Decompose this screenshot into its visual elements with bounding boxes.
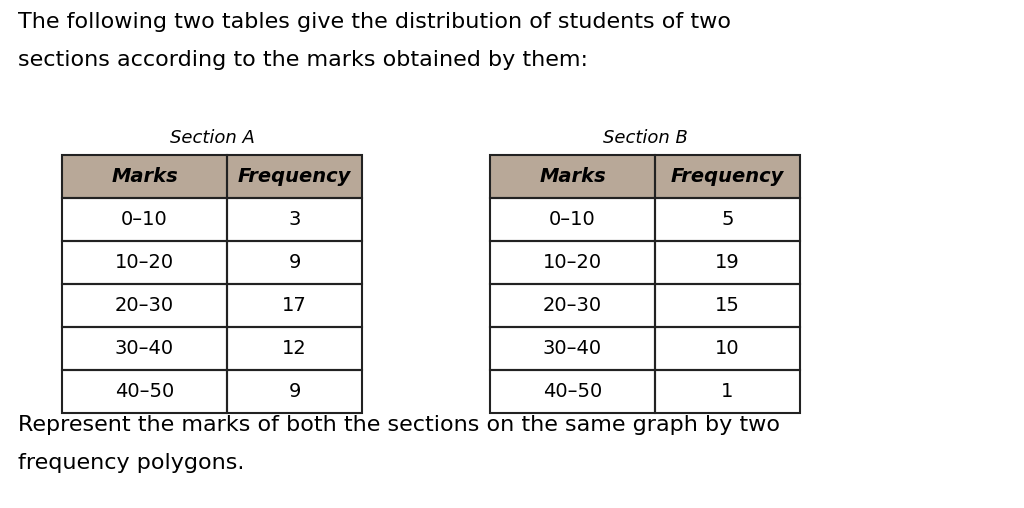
Text: Section B: Section B — [602, 129, 687, 147]
Text: Frequency: Frequency — [671, 167, 784, 186]
Text: 10: 10 — [715, 339, 739, 358]
Bar — [62, 241, 227, 284]
Bar — [490, 198, 655, 241]
Text: 0–10: 0–10 — [121, 210, 168, 229]
Bar — [62, 284, 227, 327]
Bar — [655, 241, 800, 284]
Bar — [490, 327, 655, 370]
Text: Frequency: Frequency — [238, 167, 351, 186]
Text: The following two tables give the distribution of students of two: The following two tables give the distri… — [18, 12, 731, 32]
Text: 1: 1 — [721, 382, 733, 401]
Text: 3: 3 — [289, 210, 301, 229]
Text: 10–20: 10–20 — [115, 253, 174, 272]
Bar — [655, 198, 800, 241]
Bar — [227, 198, 362, 241]
Text: 30–40: 30–40 — [115, 339, 174, 358]
Bar — [490, 370, 655, 413]
Text: 10–20: 10–20 — [543, 253, 602, 272]
Text: 15: 15 — [715, 296, 740, 315]
Bar — [655, 370, 800, 413]
Text: Marks: Marks — [539, 167, 606, 186]
Bar — [655, 327, 800, 370]
Bar — [490, 284, 655, 327]
Bar — [227, 155, 362, 198]
Bar — [655, 155, 800, 198]
Bar — [490, 241, 655, 284]
Bar — [227, 284, 362, 327]
Text: sections according to the marks obtained by them:: sections according to the marks obtained… — [18, 50, 588, 70]
Bar — [62, 155, 362, 198]
Text: 9: 9 — [289, 382, 301, 401]
Bar — [490, 155, 655, 198]
Text: 30–40: 30–40 — [543, 339, 602, 358]
Text: Marks: Marks — [112, 167, 178, 186]
Text: 20–30: 20–30 — [543, 296, 602, 315]
Bar — [655, 284, 800, 327]
Bar — [227, 241, 362, 284]
Text: 17: 17 — [283, 296, 307, 315]
Text: 40–50: 40–50 — [543, 382, 602, 401]
Bar — [227, 370, 362, 413]
Text: 0–10: 0–10 — [549, 210, 596, 229]
Text: 19: 19 — [715, 253, 740, 272]
Text: 5: 5 — [721, 210, 734, 229]
Bar — [62, 327, 227, 370]
Bar — [62, 198, 227, 241]
Text: Represent the marks of both the sections on the same graph by two: Represent the marks of both the sections… — [18, 415, 780, 435]
Text: 9: 9 — [289, 253, 301, 272]
Bar — [490, 155, 800, 198]
Text: 12: 12 — [283, 339, 307, 358]
Bar — [62, 370, 227, 413]
Bar — [62, 155, 227, 198]
Text: frequency polygons.: frequency polygons. — [18, 453, 245, 473]
Text: 20–30: 20–30 — [115, 296, 174, 315]
Text: 40–50: 40–50 — [115, 382, 174, 401]
Bar — [227, 327, 362, 370]
Text: Section A: Section A — [170, 129, 254, 147]
